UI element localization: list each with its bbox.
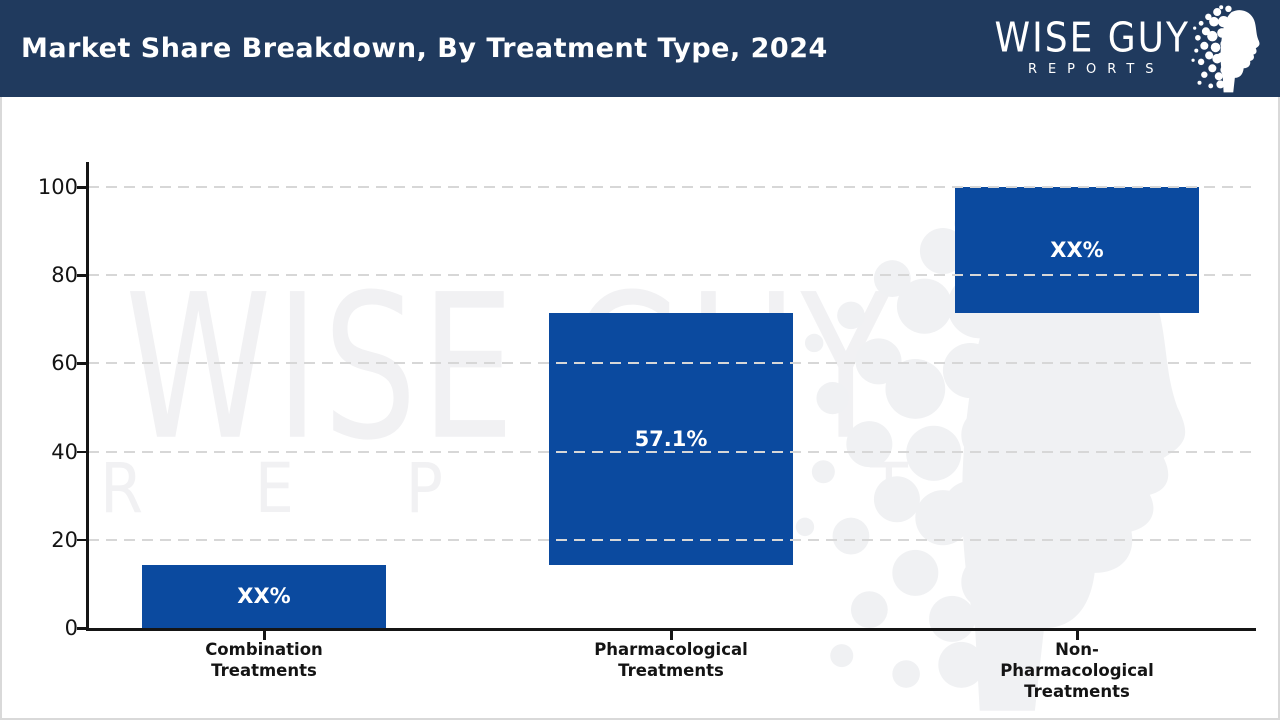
x-tick-mark — [670, 631, 673, 640]
x-category-label: Combination Treatments — [205, 640, 323, 681]
x-tick-mark — [263, 631, 266, 640]
y-tick-label: 100 — [37, 175, 78, 199]
bar-value-label: 57.1% — [634, 427, 708, 452]
bar-value-label: XX% — [237, 584, 291, 609]
y-tick-label: 0 — [64, 616, 78, 640]
y-axis-spine — [86, 162, 89, 631]
y-tick-label: 20 — [51, 527, 78, 552]
gridline — [88, 186, 1256, 188]
y-tick-mark — [77, 450, 86, 454]
logo-subtext: REPORTS — [1027, 61, 1165, 77]
y-tick-mark — [77, 274, 86, 277]
y-tick-label: 40 — [51, 439, 78, 464]
bar-segment: XX% — [955, 187, 1199, 314]
gridline — [88, 450, 1256, 453]
gridline — [88, 362, 1256, 365]
logo-text: WISE GUY REPORTS — [994, 14, 1191, 77]
x-category-label: Non- Pharmacological Treatments — [1000, 640, 1154, 702]
header-bar: Market Share Breakdown, By Treatment Typ… — [0, 0, 1280, 97]
gridline — [88, 274, 1256, 277]
y-tick-label: 60 — [51, 351, 78, 376]
y-tick-label: 80 — [51, 263, 78, 288]
y-tick-mark — [77, 362, 86, 365]
bar-segment: XX% — [142, 564, 386, 628]
frame-border-bottom — [0, 718, 1280, 720]
x-axis-spine — [86, 628, 1256, 631]
chart-title: Market Share Breakdown, By Treatment Typ… — [21, 33, 828, 64]
frame-border-right — [1278, 97, 1280, 720]
bar-value-label: XX% — [1050, 238, 1104, 263]
y-tick-mark — [77, 627, 86, 630]
frame-border-left — [0, 97, 2, 720]
wise-guy-logo: WISE GUY REPORTS — [995, 0, 1269, 97]
logo-wordmark: WISE GUY — [994, 14, 1190, 62]
y-tick-mark — [77, 186, 86, 189]
gridline — [88, 538, 1256, 541]
x-category-label: Pharmacological Treatments — [594, 640, 748, 681]
y-tick-mark — [77, 538, 86, 542]
bar-segment: 57.1% — [549, 313, 793, 565]
